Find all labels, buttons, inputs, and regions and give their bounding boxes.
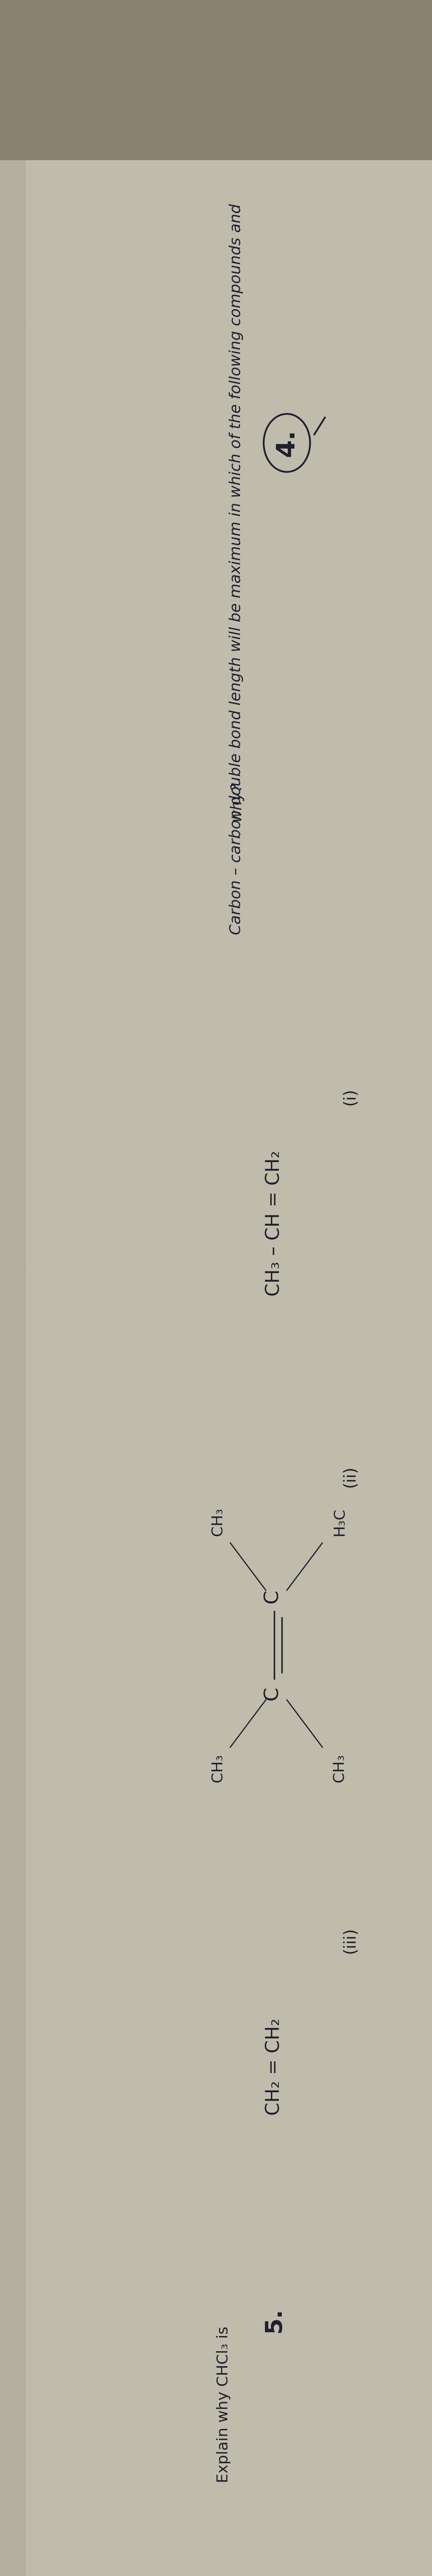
Text: CH₃ – CH = CH₂: CH₃ – CH = CH₂	[265, 1151, 283, 1296]
Bar	[0, 160, 432, 178]
Text: H₃C: H₃C	[332, 1507, 346, 1535]
Text: CH₃: CH₃	[210, 1754, 225, 1783]
Text: (iii): (iii)	[342, 1927, 358, 1953]
Text: CH₂ = CH₂: CH₂ = CH₂	[265, 2017, 283, 2115]
Bar	[0, 160, 25, 2576]
Text: 4.: 4.	[274, 430, 299, 456]
Text: Explain why CHCl₃ is: Explain why CHCl₃ is	[216, 2326, 231, 2483]
Bar	[0, 0, 432, 160]
Text: CH₃: CH₃	[210, 1507, 225, 1535]
Text: why?: why?	[229, 783, 243, 822]
Text: (ii): (ii)	[342, 1466, 358, 1486]
Text: C: C	[263, 1589, 282, 1602]
Text: Carbon – carbon double bond length will be maximum in which of the following com: Carbon – carbon double bond length will …	[229, 204, 243, 935]
Text: CH₃: CH₃	[332, 1754, 346, 1783]
Text: (i): (i)	[342, 1087, 358, 1105]
Text: 5.: 5.	[263, 2308, 286, 2331]
Text: C: C	[263, 1687, 282, 1700]
